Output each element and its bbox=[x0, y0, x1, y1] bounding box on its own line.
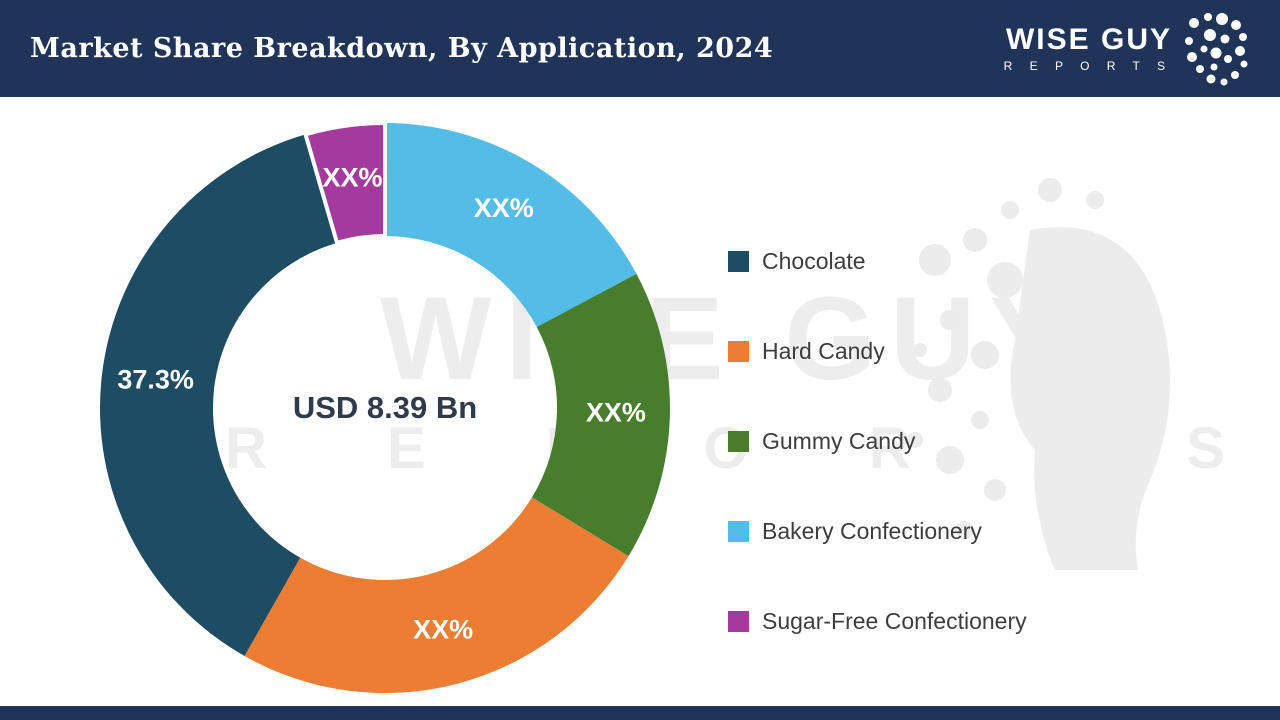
legend-label-bakery-confectionery: Bakery Confectionery bbox=[762, 518, 982, 544]
legend-swatch-chocolate bbox=[728, 251, 749, 272]
donut-segment-sugar-free-confectionery bbox=[303, 120, 387, 246]
brand-name: WISE GUY bbox=[1005, 23, 1172, 57]
donut-center-value: USD 8.39 Bn bbox=[292, 390, 478, 425]
brand-head-dots-icon bbox=[1185, 12, 1248, 85]
page-title: Market Share Breakdown, By Application, … bbox=[30, 33, 774, 64]
donut-chart-area: XX% XX% XX% 37.3% XX% bbox=[95, 118, 675, 698]
watermark-line1: WISE GUY bbox=[379, 273, 1083, 405]
legend-swatch-hard-candy bbox=[728, 341, 749, 362]
header-bar: Market Share Breakdown, By Application, … bbox=[0, 0, 1280, 97]
legend-swatch-gummy-candy bbox=[728, 431, 749, 452]
legend-swatch-bakery-confectionery bbox=[728, 521, 749, 542]
legend-swatch-sugar-free-confectionery bbox=[728, 611, 749, 632]
legend-item-bakery-confectionery: Bakery Confectionery bbox=[728, 518, 1027, 545]
donut-segment-chocolate bbox=[100, 134, 338, 656]
legend-item-hard-candy: Hard Candy bbox=[728, 338, 1027, 365]
segment-label-bakery-confectionery: XX% bbox=[474, 193, 534, 223]
legend-item-sugar-free-confectionery: Sugar-Free Confectionery bbox=[728, 608, 1027, 635]
brand-logo-text: WISE GUY R E P O R T S bbox=[1004, 24, 1172, 73]
chart-legend: Chocolate Hard Candy Gummy Candy Bakery Con… bbox=[728, 248, 1027, 635]
segment-label-gummy-candy: XX% bbox=[586, 398, 646, 428]
segment-label-chocolate: 37.3% bbox=[117, 364, 194, 394]
brand-logo: WISE GUY R E P O R T S bbox=[1004, 9, 1250, 89]
donut-segment-bakery-confectionery bbox=[385, 123, 637, 328]
segment-label-sugar-free-confectionery: XX% bbox=[322, 162, 382, 192]
legend-label-gummy-candy: Gummy Candy bbox=[762, 428, 916, 454]
donut-segment-gummy-candy bbox=[531, 273, 670, 557]
legend-item-gummy-candy: Gummy Candy bbox=[728, 428, 1027, 455]
legend-label-chocolate: Chocolate bbox=[762, 248, 866, 274]
legend-item-chocolate: Chocolate bbox=[728, 248, 1027, 275]
segment-label-hard-candy: XX% bbox=[413, 615, 473, 645]
footer-bar bbox=[0, 706, 1280, 720]
donut-segment-hard-candy bbox=[244, 497, 629, 694]
brand-subtitle: R E P O R T S bbox=[1003, 58, 1172, 73]
donut-chart: XX% XX% XX% 37.3% XX% bbox=[100, 120, 670, 694]
watermark-face-icon bbox=[907, 178, 1170, 570]
legend-label-hard-candy: Hard Candy bbox=[762, 338, 885, 364]
legend-label-sugar-free-confectionery: Sugar-Free Confectionery bbox=[762, 608, 1027, 634]
